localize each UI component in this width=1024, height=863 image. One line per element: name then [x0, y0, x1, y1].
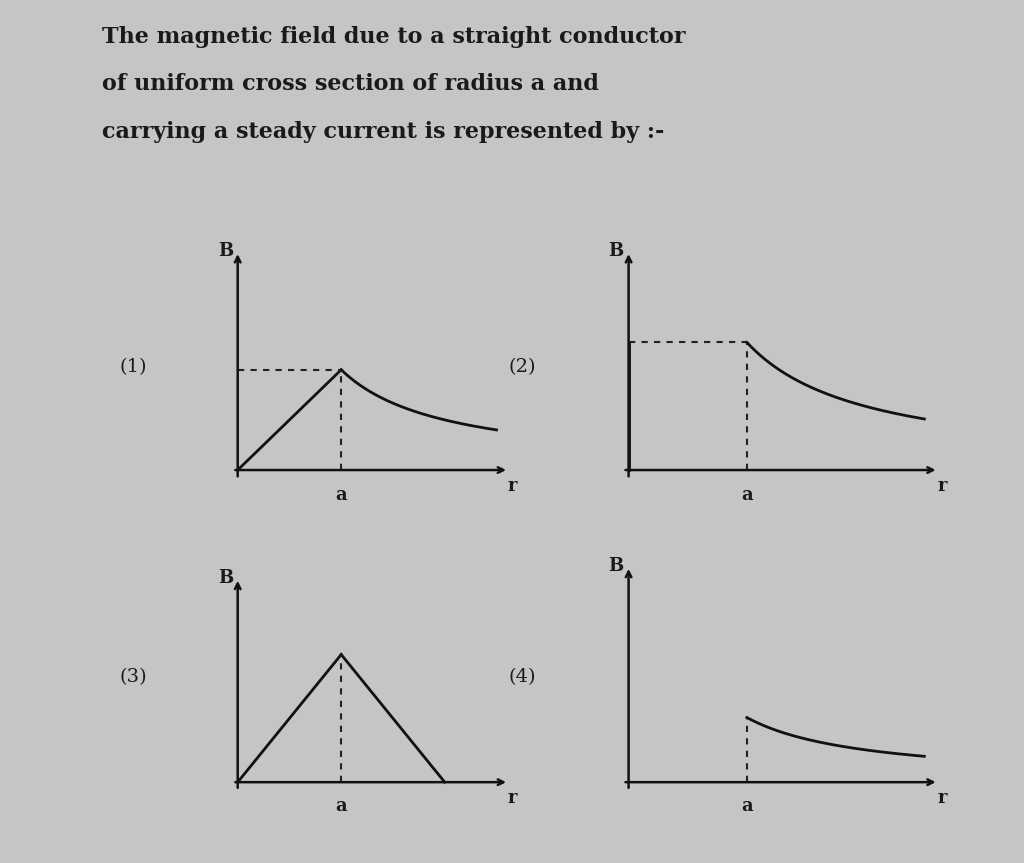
Text: a: a — [741, 797, 753, 816]
Text: r: r — [937, 477, 947, 495]
Text: of uniform cross section of radius a and: of uniform cross section of radius a and — [102, 73, 599, 95]
Text: (4): (4) — [509, 669, 536, 686]
Text: r: r — [937, 789, 947, 807]
Text: B: B — [218, 569, 233, 587]
Text: B: B — [218, 243, 233, 261]
Text: B: B — [608, 243, 624, 261]
Text: a: a — [741, 487, 753, 505]
Text: The magnetic field due to a straight conductor: The magnetic field due to a straight con… — [102, 26, 686, 47]
Text: (3): (3) — [120, 669, 146, 686]
Text: carrying a steady current is represented by :-: carrying a steady current is represented… — [102, 121, 665, 142]
Text: r: r — [507, 477, 517, 495]
Text: (1): (1) — [120, 358, 146, 375]
Text: B: B — [608, 557, 624, 575]
Text: a: a — [336, 797, 347, 816]
Text: r: r — [507, 789, 517, 807]
Text: a: a — [336, 487, 347, 505]
Text: (2): (2) — [509, 358, 536, 375]
